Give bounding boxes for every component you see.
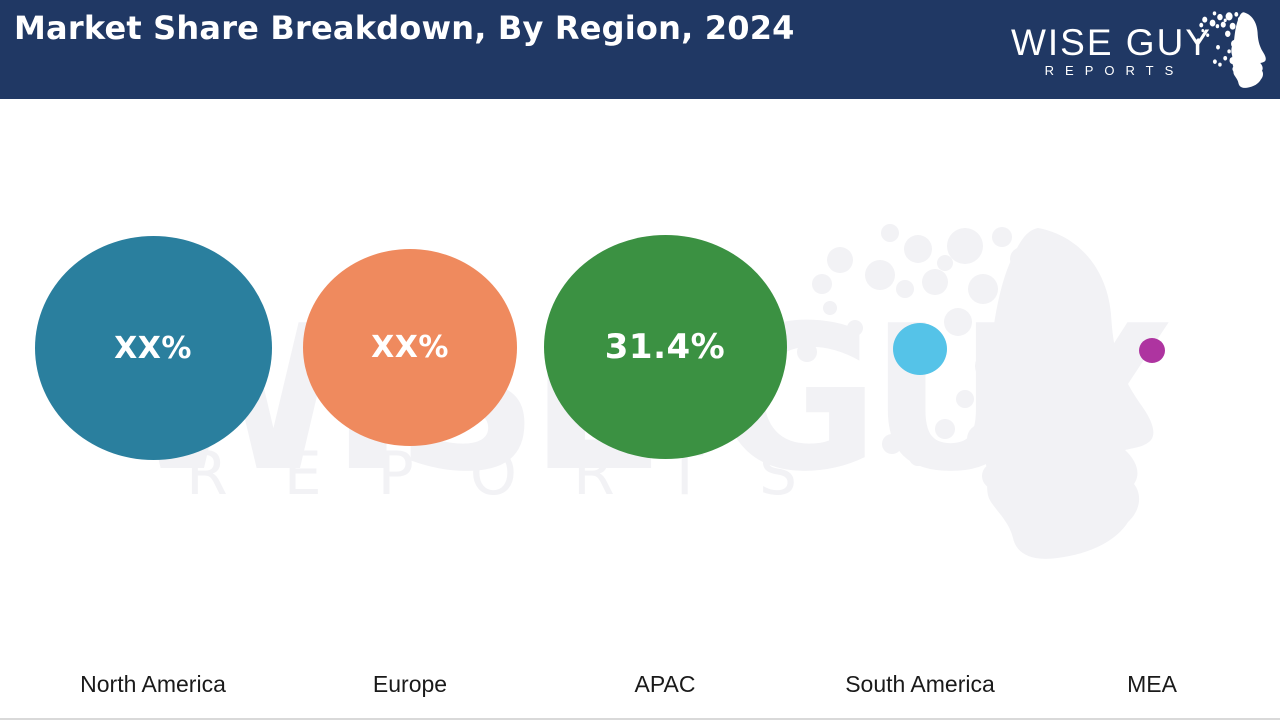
chart-title: Market Share Breakdown, By Region, 2024 xyxy=(14,9,795,47)
logo-head-icon xyxy=(1196,11,1266,88)
bubble-apac: 31.4% xyxy=(543,235,787,459)
category-label-south-america: South America xyxy=(845,671,995,697)
bottom-border xyxy=(0,718,1280,720)
category-label-north-america: North America xyxy=(80,671,226,697)
bubble-north-america: XX% xyxy=(34,236,272,460)
header-bar: Market Share Breakdown, By Region, 2024 … xyxy=(0,0,1280,99)
bubble-value: XX% xyxy=(371,329,449,365)
watermark-head-silhouette xyxy=(797,224,1154,559)
category-label-apac: APAC xyxy=(634,671,696,697)
logo-subtext: REPORTS xyxy=(1044,62,1185,78)
logo-wordmark: WISE GUY xyxy=(1010,22,1212,64)
bubble-value: 31.4% xyxy=(604,327,726,367)
category-label-europe: Europe xyxy=(372,671,448,697)
wiseguy-logo: WISE GUY REPORTS xyxy=(1011,4,1270,96)
watermark-reports: REPORTS xyxy=(186,439,854,509)
bubble-europe: XX% xyxy=(303,248,517,446)
bubble-value: XX% xyxy=(114,330,192,366)
bubble-mea xyxy=(1139,337,1165,363)
category-label-mea: MEA xyxy=(1127,671,1177,697)
logo-text: WISE GUY REPORTS xyxy=(1010,22,1212,78)
bubble-south-america xyxy=(893,323,947,375)
